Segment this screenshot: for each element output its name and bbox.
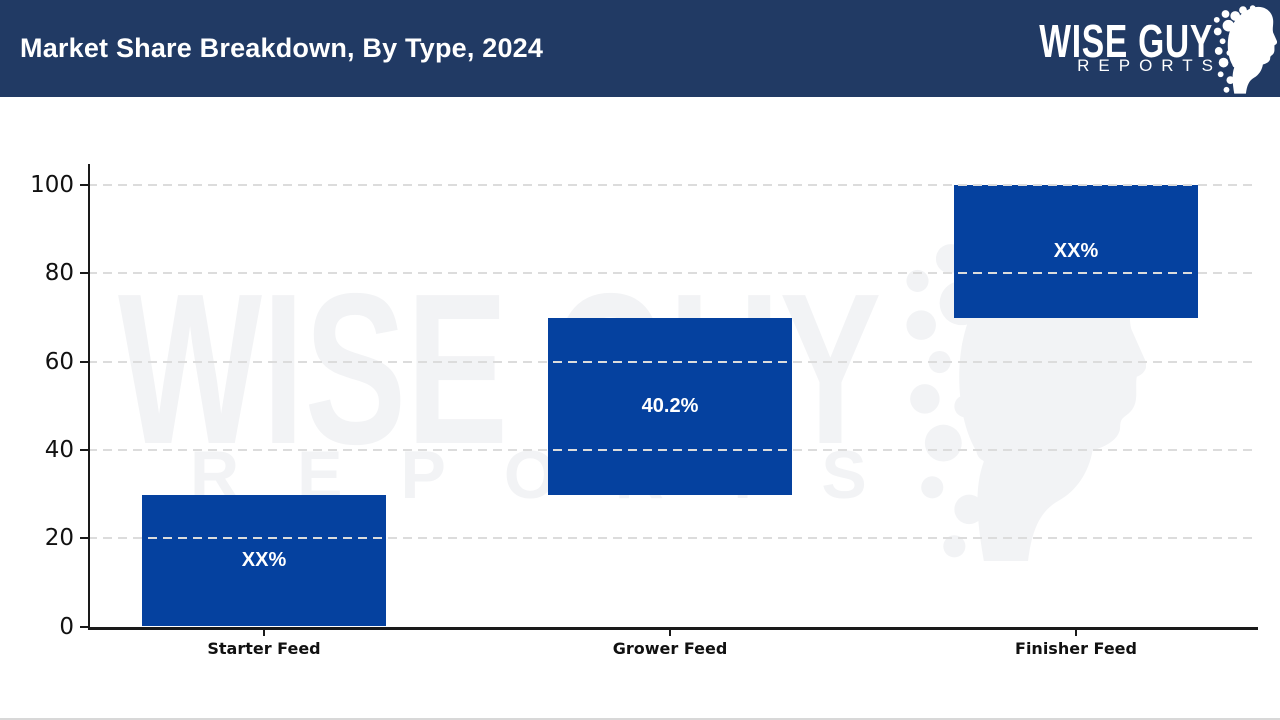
- x-axis-tick-label-1: Starter Feed: [207, 639, 321, 658]
- y-axis-tick-0: [80, 625, 88, 628]
- bar-label-starter-feed: XX%: [241, 549, 287, 572]
- header-bar: Market Share Breakdown, By Type, 2024 WI…: [0, 0, 1280, 97]
- gridline-60: [88, 360, 1256, 363]
- y-axis-tick-label-40: 40: [44, 436, 74, 463]
- y-axis-tick-label-0: 0: [59, 613, 74, 640]
- x-axis-tick-2: [669, 628, 671, 636]
- brand-logo: WISE GUY REPORTS: [1030, 0, 1280, 97]
- x-axis-tick-label-2: Grower Feed: [612, 639, 728, 658]
- bar-label-grower-feed: 40.2%: [641, 394, 699, 417]
- gridline-80: [88, 272, 1256, 275]
- y-axis-tick-label-80: 80: [44, 260, 74, 287]
- y-axis-tick-label-20: 20: [44, 525, 74, 552]
- logo-face-icon: [1213, 5, 1277, 94]
- bar-label-finisher-feed: XX%: [1053, 239, 1099, 262]
- logo-reports-text: REPORTS: [1077, 56, 1222, 75]
- bottom-edge-line: [0, 718, 1280, 720]
- x-axis-tick-1: [263, 628, 265, 636]
- y-axis-tick-label-100: 100: [30, 172, 74, 199]
- y-axis-tick-100: [80, 184, 88, 187]
- y-axis-tick-label-60: 60: [44, 348, 74, 375]
- y-axis-tick-60: [80, 360, 88, 363]
- bar-grower-feed: 40.2%: [548, 317, 792, 495]
- page-title: Market Share Breakdown, By Type, 2024: [20, 33, 544, 63]
- gridline-20: [88, 537, 1256, 540]
- gridline-100: [88, 184, 1256, 187]
- logo-wordmark: WISE GUY: [1039, 15, 1213, 67]
- gridline-40: [88, 448, 1256, 451]
- bar-starter-feed: XX%: [142, 494, 386, 627]
- x-axis-tick-label-3: Finisher Feed: [1015, 639, 1137, 658]
- y-axis-tick-80: [80, 272, 88, 275]
- bar-finisher-feed: XX%: [954, 185, 1198, 318]
- y-axis-tick-20: [80, 537, 88, 540]
- x-axis-tick-3: [1075, 628, 1077, 636]
- y-axis-tick-40: [80, 448, 88, 451]
